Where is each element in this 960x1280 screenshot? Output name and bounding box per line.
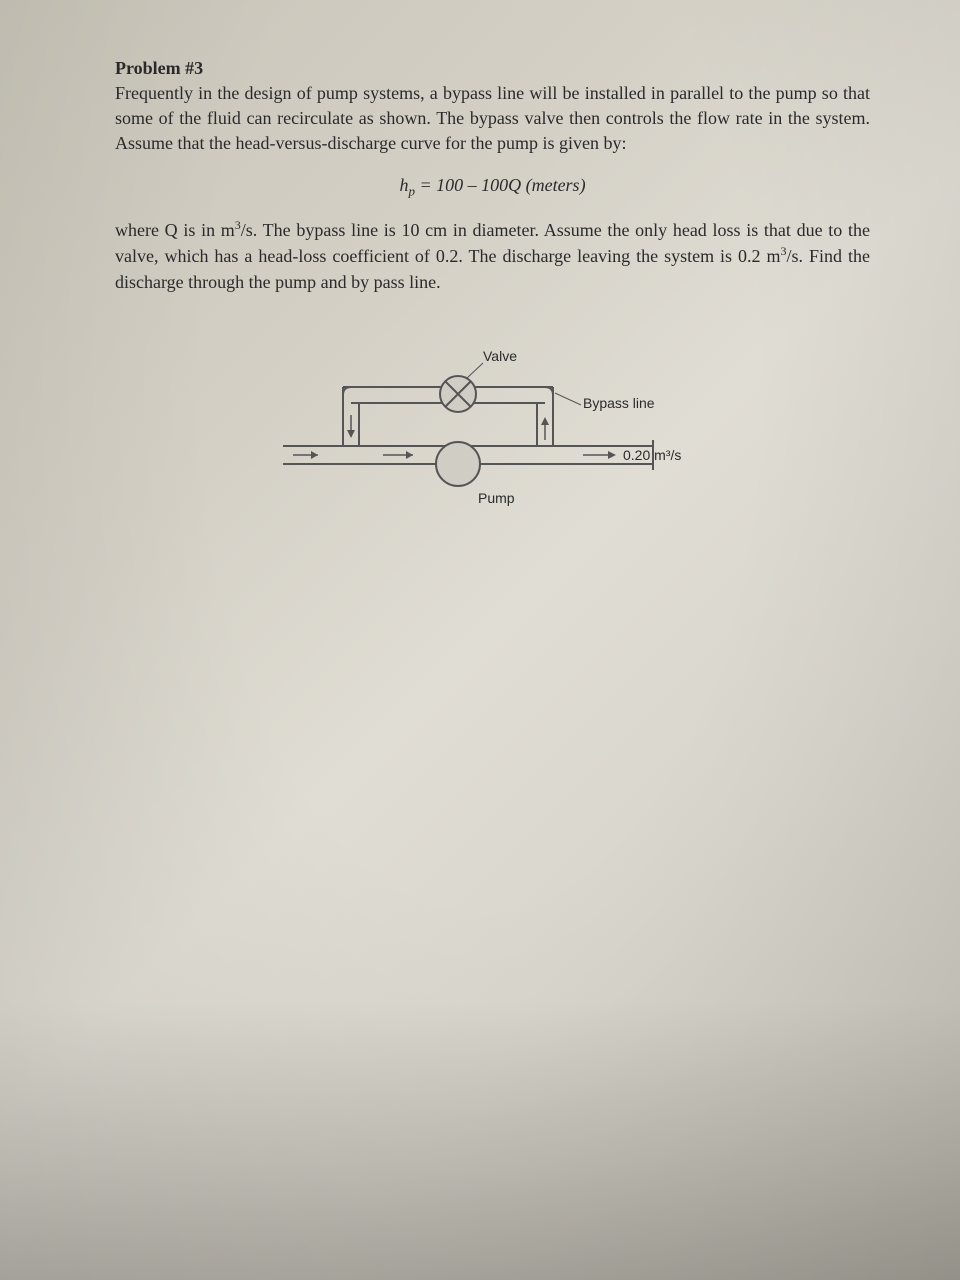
outflow-label: 0.20 m³/s (623, 447, 681, 463)
pump-diagram: Valve Bypass line 0.20 m³/s Pump (283, 345, 703, 525)
p2-part1: where Q is in m (115, 220, 235, 240)
page-shadow-bottom (0, 1000, 960, 1280)
equation-rhs: = 100 – 100Q (meters) (415, 175, 586, 195)
equation: hp = 100 – 100Q (meters) (115, 175, 870, 200)
valve-label: Valve (483, 348, 517, 364)
pump-label: Pump (478, 490, 515, 506)
diagram-container: Valve Bypass line 0.20 m³/s Pump (115, 345, 870, 525)
bypass-label: Bypass line (583, 395, 655, 411)
problem-header: Problem #3 (115, 58, 870, 79)
problem-paragraph-2: where Q is in m3/s. The bypass line is 1… (115, 217, 870, 295)
problem-paragraph-1: Frequently in the design of pump systems… (115, 81, 870, 157)
